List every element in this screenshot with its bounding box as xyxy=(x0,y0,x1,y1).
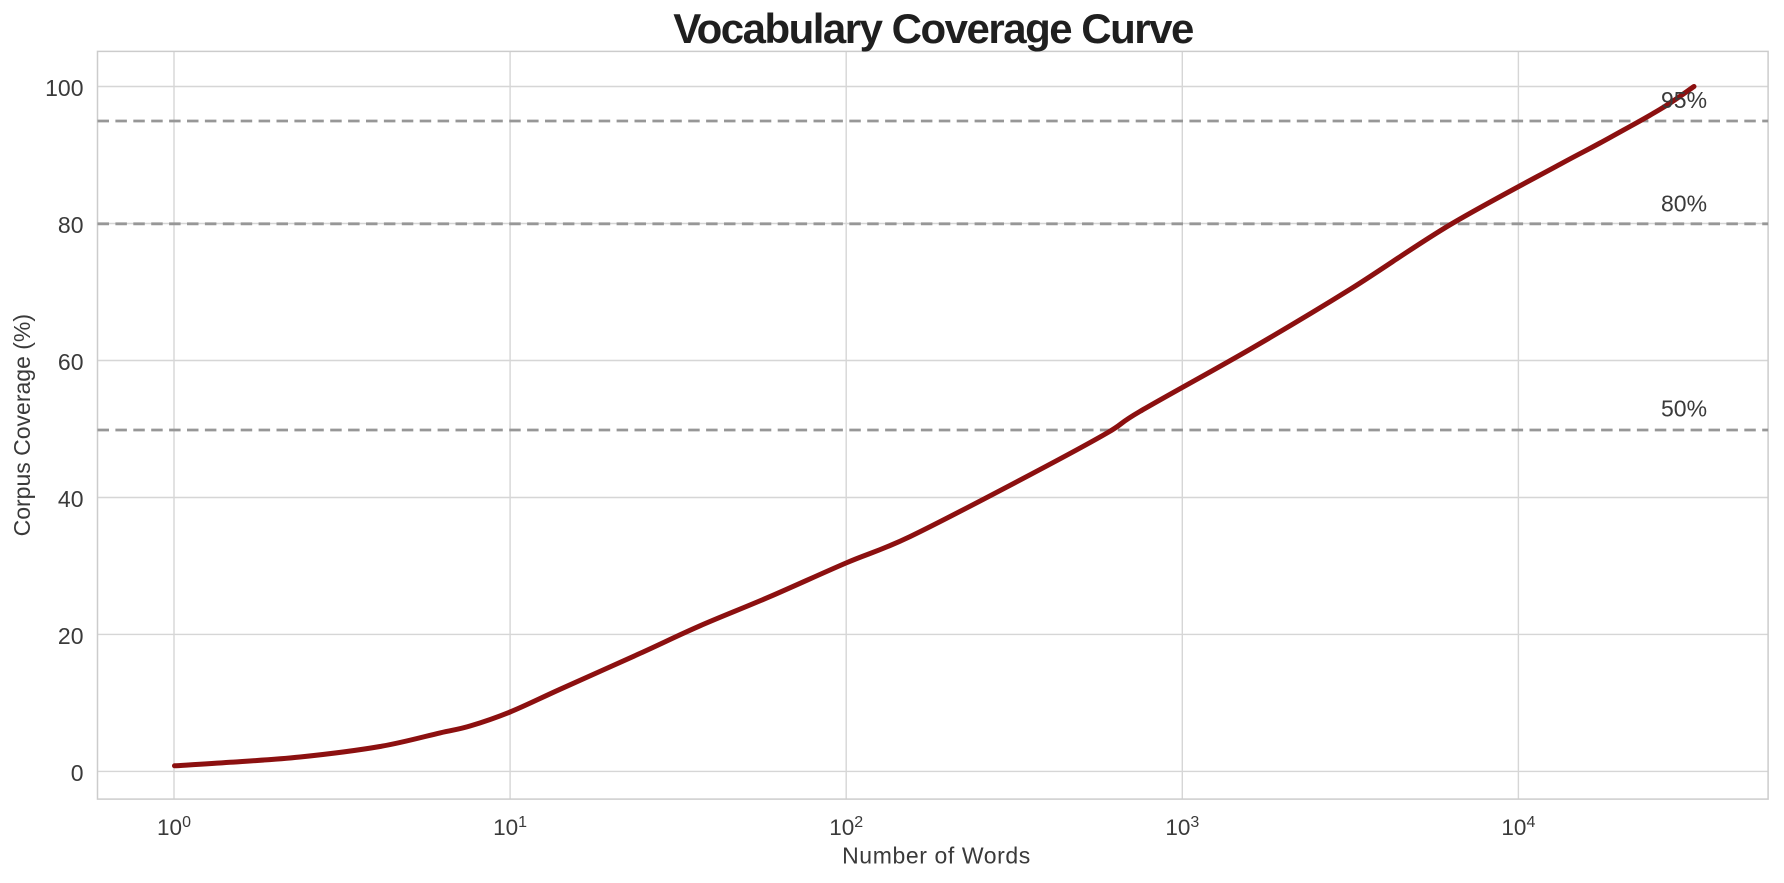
svg-text:Number of Words: Number of Words xyxy=(842,843,1031,869)
svg-text:95%: 95% xyxy=(1661,87,1707,113)
svg-text:50%: 50% xyxy=(1661,396,1707,422)
svg-text:80: 80 xyxy=(58,212,84,238)
svg-text:40: 40 xyxy=(58,486,84,512)
svg-text:20: 20 xyxy=(58,623,84,649)
svg-text:0: 0 xyxy=(71,760,84,786)
svg-text:100: 100 xyxy=(45,75,83,101)
svg-text:Corpus Coverage (%): Corpus Coverage (%) xyxy=(9,314,35,536)
svg-text:Vocabulary Coverage Curve: Vocabulary Coverage Curve xyxy=(673,5,1193,52)
svg-text:60: 60 xyxy=(58,349,84,375)
svg-text:80%: 80% xyxy=(1661,191,1707,217)
